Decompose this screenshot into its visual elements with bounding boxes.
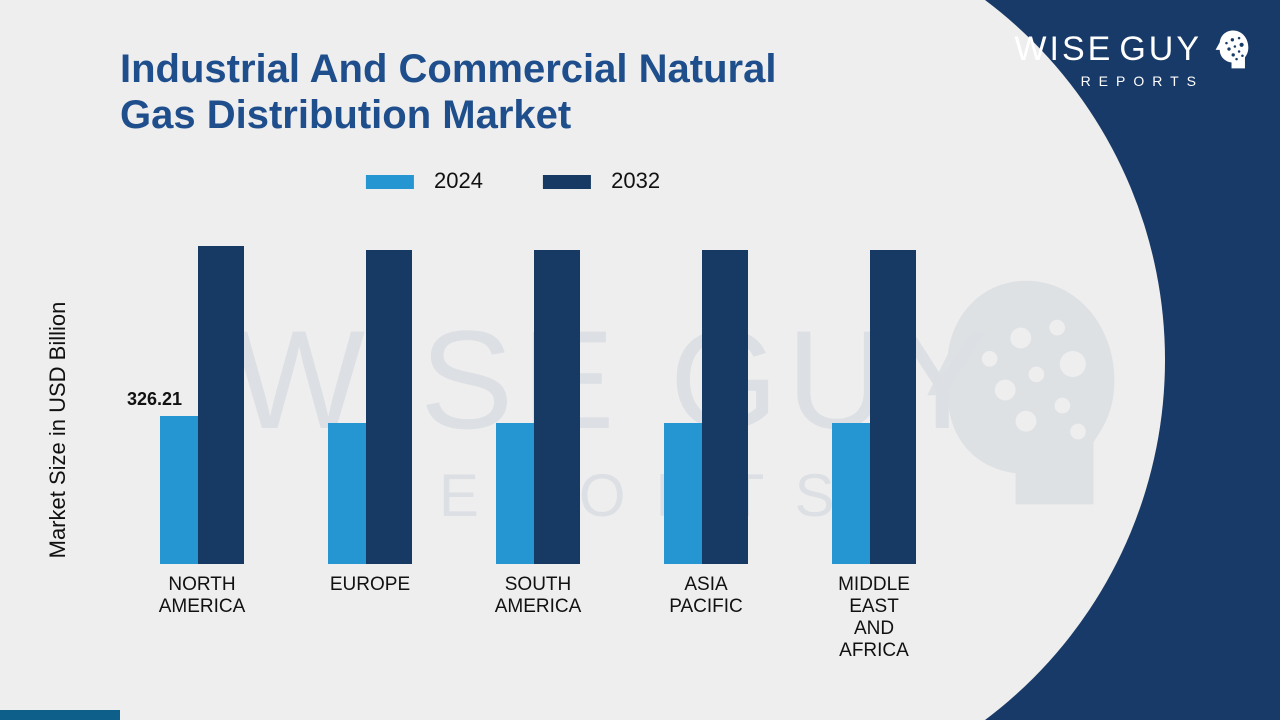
bar-2032: [534, 250, 580, 564]
x-axis-label: EUROPE: [300, 570, 440, 700]
bar-group: [315, 200, 425, 564]
bar-value-label: 326.21: [127, 389, 182, 410]
bar-2032: [198, 246, 244, 565]
x-axis-labels: NORTHAMERICAEUROPESOUTHAMERICAASIAPACIFI…: [118, 570, 958, 700]
bar-group: 326.21: [147, 200, 257, 564]
legend-swatch-2024: [366, 175, 414, 189]
legend-item-2032: 2032: [543, 168, 660, 194]
y-axis-label: Market Size in USD Billion: [45, 302, 71, 559]
x-axis-label: MIDDLEEASTANDAFRICA: [804, 570, 944, 700]
bottom-accent-bar: [0, 710, 120, 720]
brand-head-icon: [1208, 28, 1250, 70]
plot-area: 326.21: [118, 200, 958, 565]
legend-label-2032: 2032: [611, 168, 660, 193]
legend-swatch-2032: [543, 175, 591, 189]
legend: 2024 2032: [366, 168, 660, 194]
bar-2032: [870, 250, 916, 564]
bar-2032: [702, 250, 748, 564]
x-axis-label: NORTHAMERICA: [132, 570, 272, 700]
bar-group: [483, 200, 593, 564]
legend-label-2024: 2024: [434, 168, 483, 193]
brand-word-2: GUY: [1119, 32, 1202, 66]
x-axis-label: ASIAPACIFIC: [636, 570, 776, 700]
chart-area: Market Size in USD Billion 2024 2032 326…: [68, 160, 958, 700]
bar-group: [819, 200, 929, 564]
legend-item-2024: 2024: [366, 168, 483, 194]
bar-2032: [366, 250, 412, 564]
brand-subtext: REPORTS: [1014, 74, 1250, 88]
brand-logo: WISE GUY REPORTS: [1014, 28, 1250, 88]
chart-title: Industrial And Commercial Natural Gas Di…: [120, 46, 840, 138]
chart-canvas: WISE GUY REPORTS WISE GUY: [0, 0, 1280, 720]
x-axis-label: SOUTHAMERICA: [468, 570, 608, 700]
bar-group: [651, 200, 761, 564]
brand-word-1: WISE: [1014, 32, 1113, 66]
